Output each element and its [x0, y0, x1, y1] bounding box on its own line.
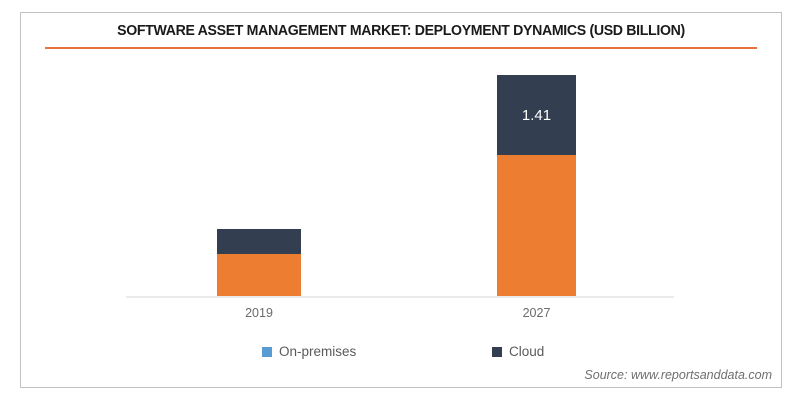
- bar-group-2027[interactable]: 1.41: [497, 75, 576, 296]
- chart-frame: [20, 12, 782, 388]
- source-attribution: Source: www.reportsanddata.com: [584, 368, 772, 382]
- data-label-cloud-2027: 1.41: [521, 107, 552, 124]
- legend-label-cloud: Cloud: [509, 344, 545, 359]
- title-underline-rule: [45, 47, 757, 49]
- legend-label-on-premises: On-premises: [279, 344, 357, 359]
- x-tick-label-2027: 2027: [522, 306, 551, 320]
- bar-segment-cloud-2027[interactable]: 1.41: [497, 75, 576, 155]
- bar-segment-on-premises-2019[interactable]: [217, 254, 301, 296]
- legend-item-cloud[interactable]: Cloud: [492, 344, 544, 359]
- bar-segment-on-premises-2027[interactable]: [497, 155, 576, 296]
- x-axis-line: [126, 296, 674, 298]
- bar-group-2019[interactable]: [217, 229, 301, 296]
- chart-title: SOFTWARE ASSET MANAGEMENT MARKET: DEPLOY…: [117, 22, 685, 39]
- chart-legend: On-premises Cloud: [126, 344, 674, 364]
- x-tick-label-2019: 2019: [245, 306, 273, 320]
- legend-swatch-on-premises-icon: [262, 346, 272, 357]
- legend-item-on-premises[interactable]: On-premises: [262, 344, 356, 359]
- legend-swatch-cloud-icon: [492, 346, 502, 357]
- bar-segment-cloud-2019[interactable]: [217, 229, 301, 254]
